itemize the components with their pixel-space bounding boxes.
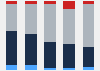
Bar (64, 9, 75, 44)
Bar (64, 44, 75, 68)
Bar (83, 67, 94, 70)
Bar (6, 65, 17, 70)
Bar (44, 1, 56, 4)
Bar (64, 68, 75, 70)
Bar (83, 47, 94, 67)
Bar (25, 34, 36, 65)
Bar (83, 4, 94, 47)
Bar (83, 1, 94, 4)
Bar (6, 4, 17, 31)
Bar (44, 68, 56, 70)
Bar (25, 4, 36, 34)
Bar (64, 1, 75, 9)
Bar (6, 1, 17, 4)
Bar (25, 1, 36, 4)
Bar (44, 4, 56, 42)
Bar (6, 31, 17, 65)
Bar (25, 65, 36, 70)
Bar (44, 42, 56, 68)
